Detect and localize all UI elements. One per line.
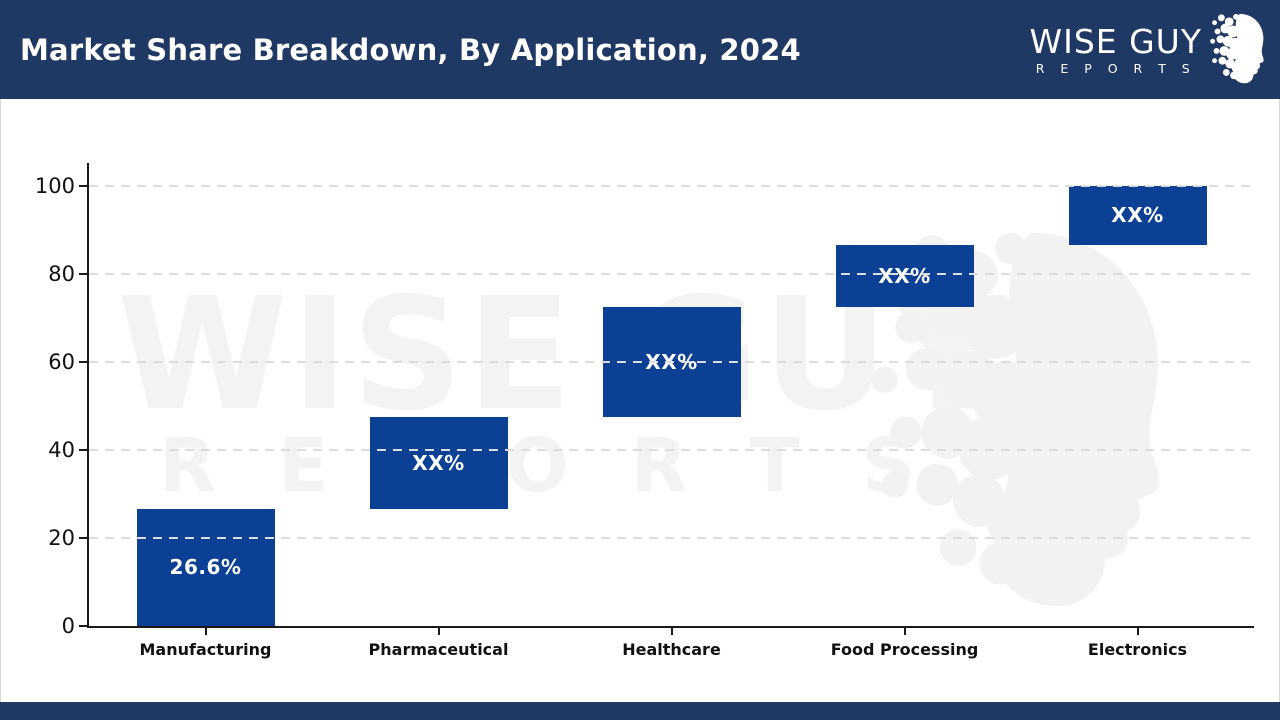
category-label: Manufacturing [139, 640, 272, 659]
y-tick-label: 80 [48, 262, 75, 286]
category-label: Electronics [1087, 640, 1188, 659]
x-tick-mark [1136, 628, 1139, 635]
bar-value-label: 26.6% [169, 555, 242, 580]
watermark-reports-text: R E P O R T S [159, 423, 934, 509]
y-tick-label: 100 [34, 174, 75, 198]
category-label: Healthcare [622, 640, 721, 659]
x-tick-mark [903, 628, 906, 635]
bar: XX% [835, 244, 974, 308]
x-tick-mark [437, 628, 440, 635]
brand-name: WISE GUY [1029, 21, 1202, 61]
y-tick-mark [79, 537, 89, 539]
footer-bar [0, 702, 1280, 720]
bar-value-label: XX% [412, 450, 465, 475]
y-tick-label: 0 [61, 614, 75, 638]
brand-logo: WISE GUY R E P O R T S [1029, 4, 1268, 96]
bar: XX% [369, 417, 508, 509]
y-tick-mark [79, 361, 89, 363]
y-tick-label: 40 [48, 438, 75, 462]
gridline [89, 273, 1254, 275]
page-title: Market Share Breakdown, By Application, … [20, 32, 801, 67]
brand-subtitle: R E P O R T S [1035, 61, 1196, 77]
x-tick-mark [670, 628, 673, 635]
category-label: Food Processing [830, 640, 979, 659]
bar-value-label: XX% [878, 264, 931, 289]
bar: XX% [1068, 186, 1207, 245]
brand-logo-text: WISE GUY R E P O R T S [1029, 21, 1202, 77]
wise-guy-head-icon [1210, 13, 1264, 84]
gridline [89, 537, 1254, 539]
bar-value-label: XX% [1111, 203, 1164, 228]
y-tick-mark [79, 449, 89, 451]
category-label: Pharmaceutical [368, 640, 509, 659]
y-axis-line [87, 163, 89, 628]
gridline [89, 449, 1254, 451]
chart-canvas: WISE GUY R E P O R T S 0 20 40 60 80 100 26.6%… [0, 99, 1280, 702]
gridline [89, 361, 1254, 363]
bar: 26.6% [136, 508, 275, 626]
gridline [89, 185, 1254, 187]
y-tick-label: 20 [48, 526, 75, 550]
header-bar: Market Share Breakdown, By Application, … [0, 0, 1280, 99]
y-tick-label: 60 [48, 350, 75, 374]
y-tick-mark [79, 273, 89, 275]
x-tick-mark [204, 628, 207, 635]
y-tick-mark [79, 625, 89, 627]
y-tick-mark [79, 185, 89, 187]
x-axis-line [87, 626, 1254, 628]
